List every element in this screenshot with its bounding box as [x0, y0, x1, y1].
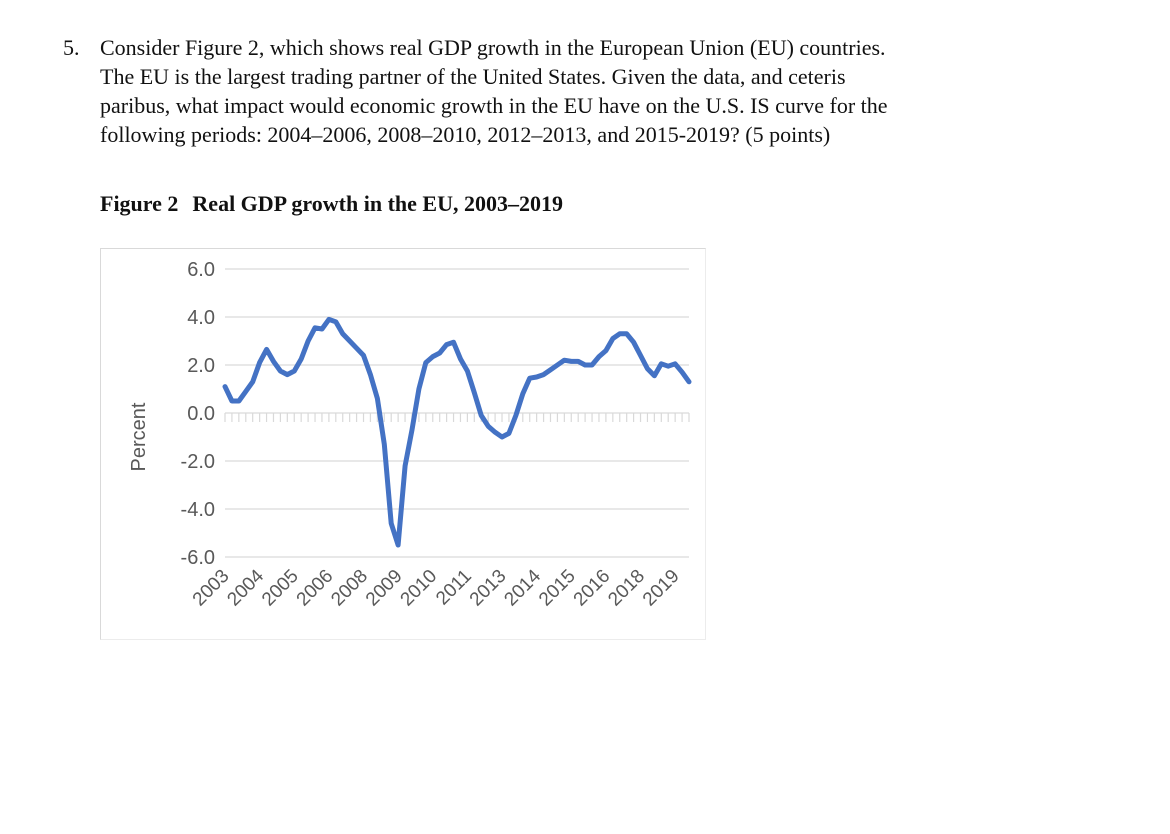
y-axis-tick-label: -2.0 [181, 451, 215, 473]
y-axis-tick-label: 2.0 [187, 355, 215, 377]
x-axis-tick-label: 2003 [189, 566, 234, 611]
x-axis-tick-label: 2018 [604, 566, 649, 611]
figure-title: Real GDP growth in the EU, 2003–2019 [192, 191, 563, 216]
x-axis-tick-label: 2004 [223, 565, 268, 610]
y-axis-tick-label: -4.0 [181, 499, 215, 521]
x-axis-tick-label: 2009 [362, 566, 407, 611]
y-axis-tick-label: 6.0 [187, 259, 215, 281]
question-text: Consider Figure 2, which shows real GDP … [100, 33, 1103, 149]
figure-label: Figure 2 [100, 191, 179, 216]
x-axis-tick-label: 2010 [397, 566, 442, 611]
question-line: The EU is the largest trading partner of… [100, 64, 846, 89]
x-axis-tick-label: 2014 [500, 565, 545, 610]
x-axis-tick-label: 2008 [327, 566, 372, 611]
question-number: 5. [63, 35, 80, 60]
x-axis-tick-label: 2005 [258, 566, 303, 611]
x-axis-tick-label: 2006 [293, 566, 338, 611]
question-block: 5. Consider Figure 2, which shows real G… [63, 33, 1103, 149]
question-line: paribus, what impact would economic grow… [100, 93, 888, 118]
x-axis-tick-label: 2015 [535, 566, 580, 611]
x-axis-tick-label: 2011 [432, 566, 476, 610]
y-axis-tick-label: 0.0 [187, 403, 215, 425]
x-axis-tick-label: 2016 [570, 566, 615, 611]
gdp-chart: 6.0 4.0 2.0 0.0 -2.0 -4.0 -6.02003200420052006… [128, 259, 692, 611]
figure-caption: Figure 2 Real GDP growth in the EU, 2003–… [100, 191, 563, 217]
chart-panel: 6.0 4.0 2.0 0.0 -2.0 -4.0 -6.0 2003 2004 2005 2006… [100, 248, 706, 640]
question-line: Consider Figure 2, which shows real GDP … [100, 35, 886, 60]
y-axis-tick-label: 4.0 [187, 307, 215, 329]
x-axis-tick-label: 2013 [466, 566, 511, 611]
question-line: following periods: 2004–2006, 2008–2010,… [100, 122, 831, 147]
y-axis-tick-label: -6.0 [181, 547, 215, 569]
y-axis-title: Percent [128, 402, 150, 471]
x-axis-tick-label: 2019 [639, 566, 684, 611]
gdp-growth-line [222, 316, 692, 548]
